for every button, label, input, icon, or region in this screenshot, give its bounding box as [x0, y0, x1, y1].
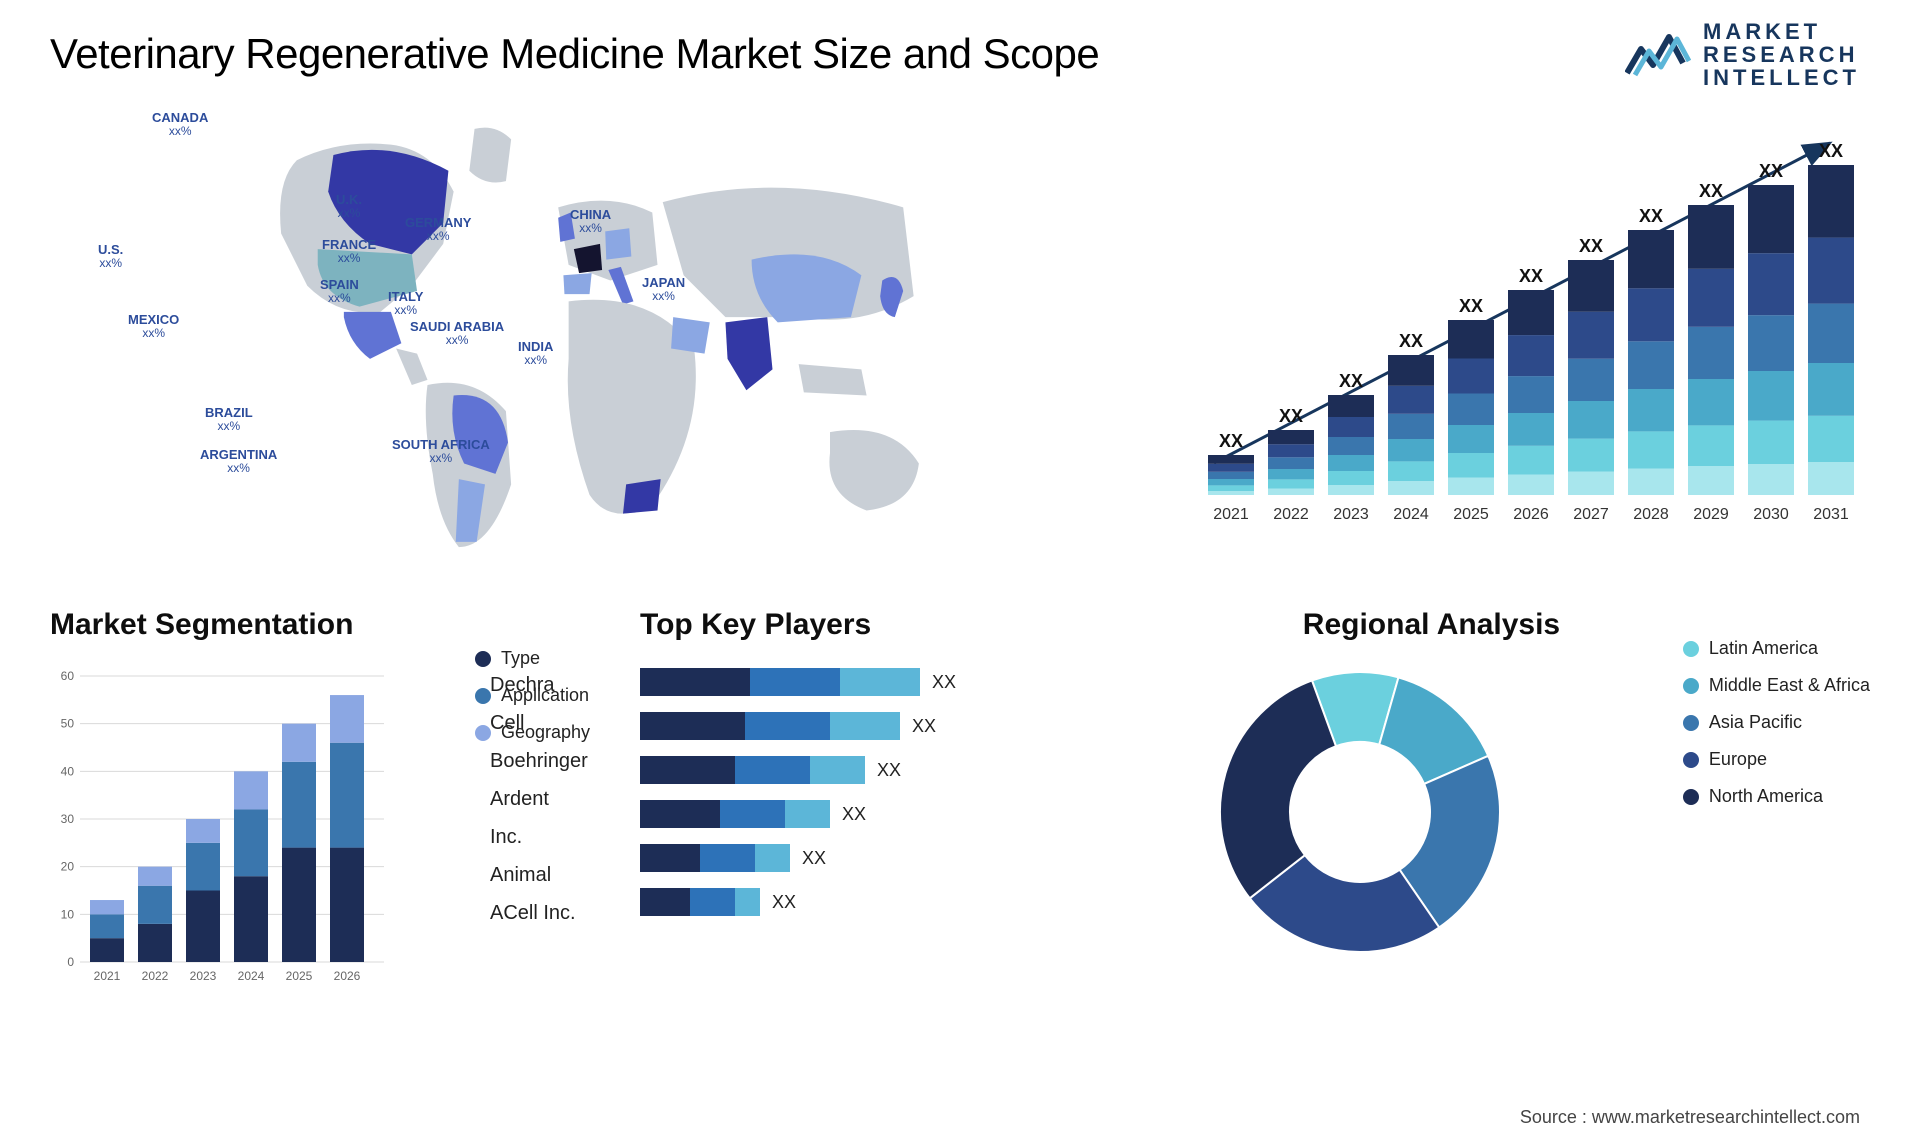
- player-bar-row: XX: [640, 748, 1160, 792]
- svg-text:50: 50: [61, 717, 75, 731]
- logo: MARKET RESEARCH INTELLECT: [1625, 20, 1860, 89]
- svg-text:XX: XX: [1279, 406, 1303, 426]
- svg-text:XX: XX: [1579, 236, 1603, 256]
- logo-text-3: INTELLECT: [1703, 66, 1860, 89]
- regional-panel: Regional Analysis Latin America Middle Ea…: [1210, 608, 1870, 1018]
- players-list: DechraCellBoehringerArdentInc.AnimalACel…: [490, 666, 588, 932]
- map-label: ARGENTINAxx%: [200, 448, 277, 475]
- map-label: SAUDI ARABIAxx%: [410, 320, 504, 347]
- svg-text:40: 40: [61, 764, 75, 778]
- svg-text:0: 0: [67, 955, 74, 969]
- players-title: Top Key Players: [640, 608, 1160, 642]
- player-name: Ardent: [490, 780, 588, 818]
- svg-text:XX: XX: [1339, 371, 1363, 391]
- player-name: Boehringer: [490, 742, 588, 780]
- svg-text:2026: 2026: [1513, 506, 1549, 523]
- regional-legend: Latin America Middle East & Africa Asia Pa…: [1653, 608, 1870, 1018]
- svg-text:2030: 2030: [1753, 506, 1789, 523]
- legend-item: Europe: [1683, 749, 1870, 770]
- logo-icon: [1625, 29, 1691, 81]
- map-label: U.S.xx%: [98, 243, 123, 270]
- player-bar-row: XX: [640, 660, 1160, 704]
- legend-item: Middle East & Africa: [1683, 675, 1870, 696]
- world-map-panel: CANADAxx% U.S.xx% MEXICOxx% BRAZILxx% ARGENT…: [50, 108, 1150, 568]
- map-label: CANADAxx%: [152, 111, 208, 138]
- segmentation-title: Market Segmentation: [50, 608, 457, 642]
- player-name: Animal: [490, 856, 588, 894]
- map-label: FRANCExx%: [322, 238, 376, 265]
- map-label: SPAINxx%: [320, 278, 359, 305]
- regional-title: Regional Analysis: [1210, 608, 1653, 642]
- svg-text:2023: 2023: [1333, 506, 1369, 523]
- player-name: ACell Inc.: [490, 894, 588, 932]
- svg-text:2025: 2025: [1453, 506, 1489, 523]
- player-value: XX: [912, 716, 936, 737]
- player-name: Cell: [490, 704, 588, 742]
- svg-text:2024: 2024: [238, 969, 265, 983]
- player-value: XX: [842, 804, 866, 825]
- svg-text:2031: 2031: [1813, 506, 1849, 523]
- player-bar-row: XX: [640, 880, 1160, 924]
- logo-text-2: RESEARCH: [1703, 43, 1860, 66]
- source-text: Source : www.marketresearchintellect.com: [1520, 1107, 1860, 1128]
- player-value: XX: [932, 672, 956, 693]
- svg-text:XX: XX: [1819, 141, 1843, 161]
- map-label: CHINAxx%: [570, 208, 611, 235]
- players-chart: XX XX XX XX XX XX: [640, 660, 1160, 924]
- segmentation-chart: 0 10 20 30 40 50 60 2021 2022 2023 2024 2025 2026: [50, 660, 390, 1000]
- svg-text:2021: 2021: [94, 969, 121, 983]
- legend-item: Asia Pacific: [1683, 712, 1870, 733]
- svg-text:XX: XX: [1699, 181, 1723, 201]
- svg-text:2027: 2027: [1573, 506, 1609, 523]
- map-label: BRAZILxx%: [205, 406, 253, 433]
- map-label: INDIAxx%: [518, 340, 553, 367]
- svg-text:20: 20: [61, 860, 75, 874]
- map-label: U.K.xx%: [336, 193, 362, 220]
- world-map: [50, 108, 1150, 568]
- player-bar-row: XX: [640, 704, 1160, 748]
- player-bar-row: XX: [640, 792, 1160, 836]
- player-value: XX: [772, 892, 796, 913]
- svg-text:2025: 2025: [286, 969, 313, 983]
- svg-text:XX: XX: [1519, 266, 1543, 286]
- svg-text:XX: XX: [1639, 206, 1663, 226]
- svg-text:XX: XX: [1759, 161, 1783, 181]
- map-label: GERMANYxx%: [405, 216, 471, 243]
- svg-text:2022: 2022: [142, 969, 169, 983]
- market-size-chart: XX 2021 XX 2022 XX 2023 XX 2024 XX 2025 XX 2026 XX 20…: [1190, 108, 1870, 568]
- svg-text:2026: 2026: [334, 969, 361, 983]
- svg-text:2023: 2023: [190, 969, 217, 983]
- player-name: Inc.: [490, 818, 588, 856]
- players-panel: Top Key Players DechraCellBoehringerArde…: [640, 608, 1160, 1018]
- logo-text-1: MARKET: [1703, 20, 1860, 43]
- legend-item: Latin America: [1683, 638, 1870, 659]
- svg-text:2024: 2024: [1393, 506, 1429, 523]
- svg-text:XX: XX: [1459, 296, 1483, 316]
- player-bar-row: XX: [640, 836, 1160, 880]
- player-name: Dechra: [490, 666, 588, 704]
- svg-text:10: 10: [61, 907, 75, 921]
- map-label: ITALYxx%: [388, 290, 423, 317]
- regional-donut: [1210, 662, 1510, 962]
- svg-text:2021: 2021: [1213, 506, 1249, 523]
- page-title: Veterinary Regenerative Medicine Market …: [50, 30, 1870, 78]
- player-value: XX: [802, 848, 826, 869]
- svg-text:XX: XX: [1399, 331, 1423, 351]
- svg-text:2028: 2028: [1633, 506, 1669, 523]
- svg-text:30: 30: [61, 812, 75, 826]
- legend-item: North America: [1683, 786, 1870, 807]
- svg-text:60: 60: [61, 669, 75, 683]
- map-label: SOUTH AFRICAxx%: [392, 438, 490, 465]
- player-value: XX: [877, 760, 901, 781]
- map-label: MEXICOxx%: [128, 313, 179, 340]
- map-label: JAPANxx%: [642, 276, 685, 303]
- svg-text:2022: 2022: [1273, 506, 1309, 523]
- svg-text:2029: 2029: [1693, 506, 1729, 523]
- svg-text:XX: XX: [1219, 431, 1243, 451]
